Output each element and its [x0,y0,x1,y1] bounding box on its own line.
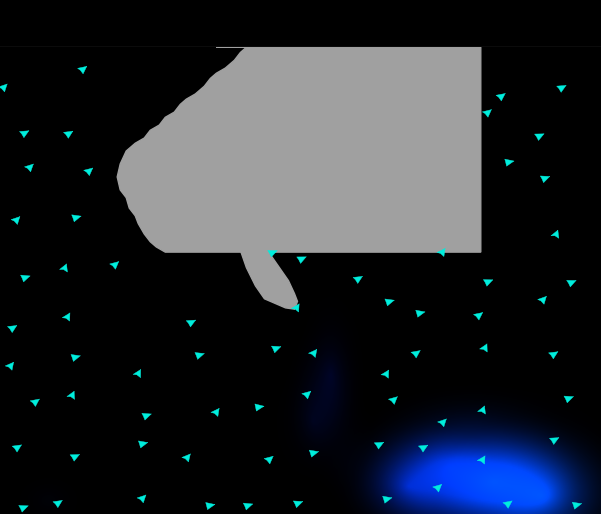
Polygon shape [540,176,550,182]
Polygon shape [25,164,33,172]
Polygon shape [478,406,486,414]
Polygon shape [142,413,151,420]
Polygon shape [549,437,559,445]
Polygon shape [72,215,81,222]
Polygon shape [137,495,146,503]
Polygon shape [243,503,252,510]
Polygon shape [293,501,303,508]
Polygon shape [383,496,392,503]
Polygon shape [117,47,481,252]
Polygon shape [84,168,93,176]
Polygon shape [483,280,493,286]
Polygon shape [19,131,29,138]
Polygon shape [411,351,420,358]
Polygon shape [503,501,512,508]
Polygon shape [272,346,281,353]
Polygon shape [572,502,582,509]
Polygon shape [0,84,7,92]
Polygon shape [11,216,20,225]
Polygon shape [236,208,297,309]
Polygon shape [71,355,80,361]
Polygon shape [353,277,362,283]
Polygon shape [59,264,67,272]
Polygon shape [12,445,22,452]
Polygon shape [53,501,63,508]
Polygon shape [20,275,30,282]
Polygon shape [138,441,148,448]
Polygon shape [416,310,425,317]
Polygon shape [182,454,191,462]
Polygon shape [133,370,141,378]
Polygon shape [538,297,546,304]
Polygon shape [308,350,317,357]
Polygon shape [374,442,383,449]
Polygon shape [381,370,389,378]
Polygon shape [496,94,505,101]
Polygon shape [110,262,118,269]
Polygon shape [211,409,219,416]
Polygon shape [505,159,514,166]
Polygon shape [310,450,319,457]
Polygon shape [483,109,492,117]
Polygon shape [564,396,573,403]
Polygon shape [302,391,311,399]
Polygon shape [64,131,73,138]
Polygon shape [549,352,558,359]
Polygon shape [474,313,483,320]
Polygon shape [186,320,195,327]
Polygon shape [291,304,299,312]
Polygon shape [5,362,14,370]
Polygon shape [551,230,559,238]
Polygon shape [7,325,17,333]
Polygon shape [433,484,442,492]
Polygon shape [567,280,576,287]
Polygon shape [388,397,397,405]
Polygon shape [534,134,544,140]
Polygon shape [385,299,394,306]
Polygon shape [19,505,28,512]
Polygon shape [477,456,485,464]
Polygon shape [264,456,273,464]
Polygon shape [195,353,204,359]
Polygon shape [70,454,79,461]
Polygon shape [30,399,39,407]
Polygon shape [437,248,445,256]
Text: Secondary Swell energy on Saturday 22 Mar at 11pm +05: Secondary Swell energy on Saturday 22 Ma… [27,6,574,25]
Text: Arrows show the wind wave direction: Arrows show the wind wave direction [164,29,437,44]
Polygon shape [267,250,277,257]
Polygon shape [63,313,70,321]
Polygon shape [67,391,75,399]
Polygon shape [438,419,447,427]
Polygon shape [297,257,306,263]
Polygon shape [78,66,87,74]
Polygon shape [480,344,487,352]
Polygon shape [255,404,264,411]
Polygon shape [206,503,215,509]
Polygon shape [418,445,428,452]
Polygon shape [557,85,566,93]
